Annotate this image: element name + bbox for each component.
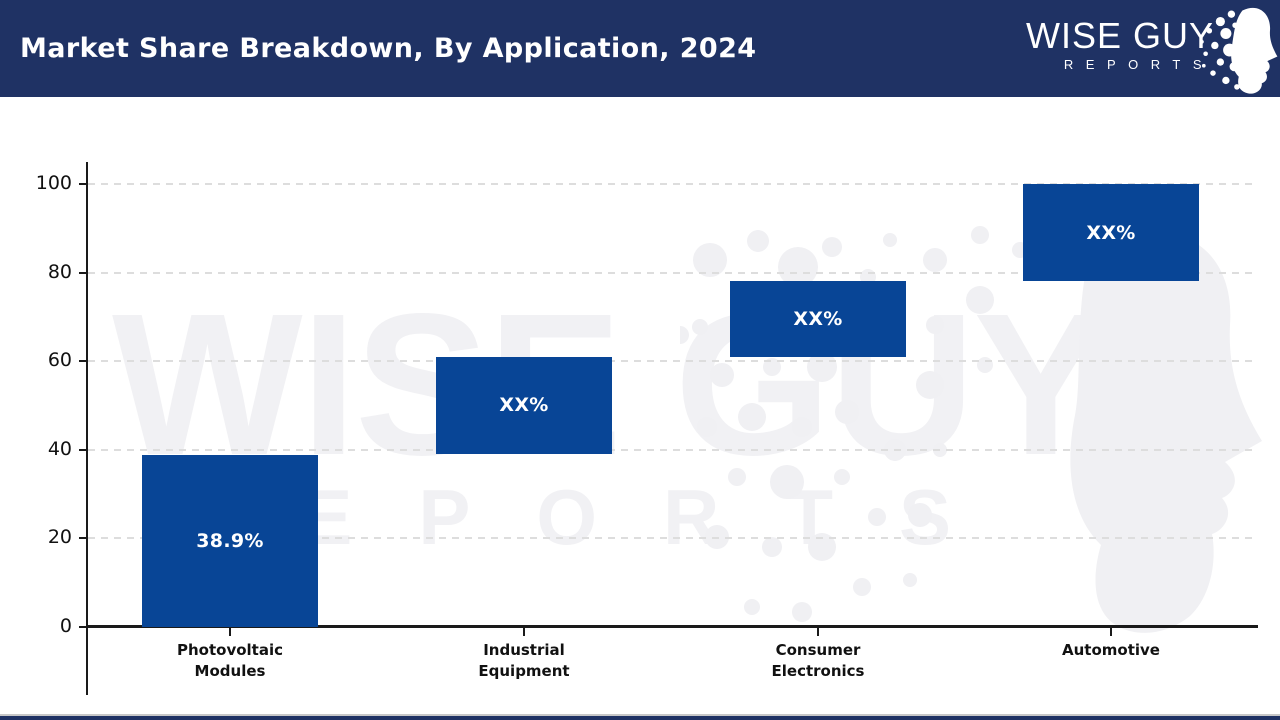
y-tick-label-40: 40: [47, 437, 72, 460]
brand-logo-name: WISE GUY: [1025, 15, 1214, 56]
footer-divider: [0, 714, 1280, 716]
brand-head-icon: [1200, 7, 1278, 94]
category-label-automotive: Automotive: [1062, 641, 1160, 659]
bar-value-label-consumer-electronics: XX%: [793, 308, 843, 331]
bar-value-label-automotive: XX%: [1086, 221, 1136, 244]
x-tick-mark-consumer-electronics: [817, 628, 819, 636]
x-tick-mark-industrial-equipment: [523, 628, 525, 636]
y-tick-label-60: 60: [47, 349, 72, 372]
bar-industrial-equipment: XX%: [436, 356, 612, 455]
category-label-photovoltaic-modules: Photovoltaic Modules: [176, 641, 283, 680]
y-tick-mark-0: [79, 626, 87, 628]
gridline-80: [88, 271, 1255, 274]
gridline-100: [88, 183, 1255, 185]
page-title: Market Share Breakdown, By Application, …: [20, 33, 757, 64]
footer-strip: [0, 716, 1280, 720]
bar-value-label-industrial-equipment: XX%: [499, 394, 549, 417]
category-label-consumer-electronics: Consumer Electronics: [771, 641, 865, 680]
y-tick-label-0: 0: [59, 615, 72, 637]
y-tick-label-80: 80: [47, 260, 72, 283]
y-tick-mark-80: [79, 271, 87, 274]
y-tick-label-20: 20: [47, 526, 72, 549]
plot-area: 0 20 40 60 80 100 38.9% Photovoltaic Modules XX% I…: [0, 97, 1280, 717]
y-axis-line: [86, 162, 88, 695]
bar-photovoltaic-modules: 38.9%: [142, 454, 318, 627]
gridline-40: [88, 448, 1255, 451]
y-tick-mark-60: [79, 360, 87, 363]
x-tick-mark-automotive: [1110, 628, 1112, 636]
gridline-60: [88, 360, 1255, 363]
bar-value-label-photovoltaic-modules: 38.9%: [196, 529, 264, 552]
y-tick-mark-40: [79, 448, 87, 451]
brand-logo: WISE GUY REPORTS: [1025, 15, 1214, 73]
x-axis-line: [86, 625, 1258, 628]
x-tick-mark-photovoltaic-modules: [229, 628, 231, 636]
gridline-20: [88, 537, 1255, 540]
bar-consumer-electronics: XX%: [730, 281, 906, 357]
category-label-industrial-equipment: Industrial Equipment: [478, 641, 570, 680]
watermark-head-dots-graphic: [680, 226, 1262, 633]
y-tick-label-100: 100: [35, 172, 72, 194]
brand-logo-subtitle: REPORTS: [1063, 57, 1214, 72]
y-tick-mark-100: [79, 183, 87, 185]
y-tick-mark-20: [79, 537, 87, 540]
bar-automotive: XX%: [1023, 184, 1199, 282]
header-bar: Market Share Breakdown, By Application, …: [0, 0, 1280, 97]
